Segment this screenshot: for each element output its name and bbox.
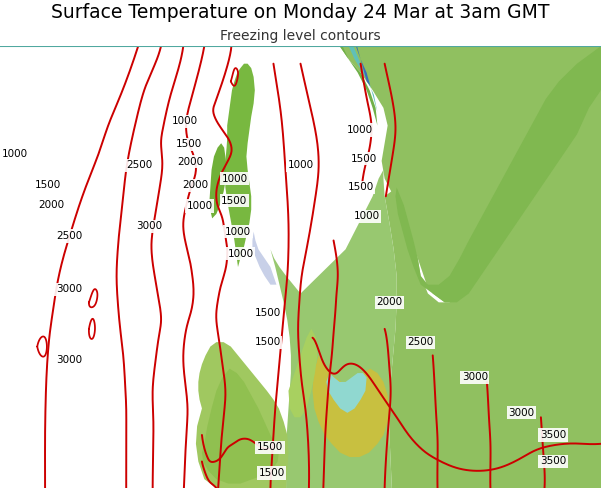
Polygon shape	[209, 143, 226, 219]
Text: 1000: 1000	[2, 149, 28, 159]
Text: 2000: 2000	[177, 157, 203, 167]
Text: 3500: 3500	[540, 430, 566, 440]
Polygon shape	[385, 90, 601, 488]
Text: 1000: 1000	[353, 211, 380, 221]
Text: 1000: 1000	[221, 174, 248, 183]
Text: 2500: 2500	[56, 231, 82, 241]
Text: 1500: 1500	[347, 183, 374, 192]
Text: 2000: 2000	[376, 297, 403, 307]
Text: 3000: 3000	[56, 284, 82, 294]
Polygon shape	[202, 368, 279, 484]
Text: Surface Temperature on Monday 24 Mar at 3am GMT: Surface Temperature on Monday 24 Mar at …	[51, 3, 550, 22]
Polygon shape	[326, 373, 367, 413]
Text: 1000: 1000	[287, 161, 314, 170]
Polygon shape	[225, 63, 255, 267]
Text: 3500: 3500	[540, 456, 566, 467]
Polygon shape	[356, 46, 370, 86]
Text: 1000: 1000	[186, 201, 213, 211]
Text: 1500: 1500	[221, 196, 248, 206]
Text: 1000: 1000	[172, 116, 198, 126]
Text: 1500: 1500	[254, 337, 281, 347]
Text: 2500: 2500	[407, 337, 434, 347]
Text: 1500: 1500	[176, 139, 203, 149]
Text: 1000: 1000	[227, 249, 254, 259]
Polygon shape	[340, 46, 377, 125]
Polygon shape	[196, 342, 288, 488]
Polygon shape	[349, 46, 377, 112]
Text: 1500: 1500	[257, 442, 283, 452]
Text: 1500: 1500	[35, 180, 61, 190]
Text: 3000: 3000	[136, 222, 162, 231]
Text: 3000: 3000	[508, 408, 535, 418]
Polygon shape	[270, 170, 397, 488]
Text: 2500: 2500	[126, 161, 153, 170]
Text: 2000: 2000	[182, 180, 209, 190]
Text: 1500: 1500	[350, 154, 377, 163]
Text: 3000: 3000	[56, 355, 82, 365]
Polygon shape	[288, 329, 317, 417]
Text: 1500: 1500	[254, 308, 281, 318]
Polygon shape	[340, 46, 601, 303]
Text: 1000: 1000	[225, 226, 251, 237]
Polygon shape	[252, 232, 276, 285]
Text: 3000: 3000	[462, 372, 488, 383]
Polygon shape	[395, 46, 601, 303]
Polygon shape	[313, 355, 389, 457]
Text: 1000: 1000	[346, 125, 373, 135]
Text: 1500: 1500	[258, 468, 285, 478]
Text: Freezing level contours: Freezing level contours	[220, 29, 381, 43]
Text: 2000: 2000	[38, 200, 64, 210]
